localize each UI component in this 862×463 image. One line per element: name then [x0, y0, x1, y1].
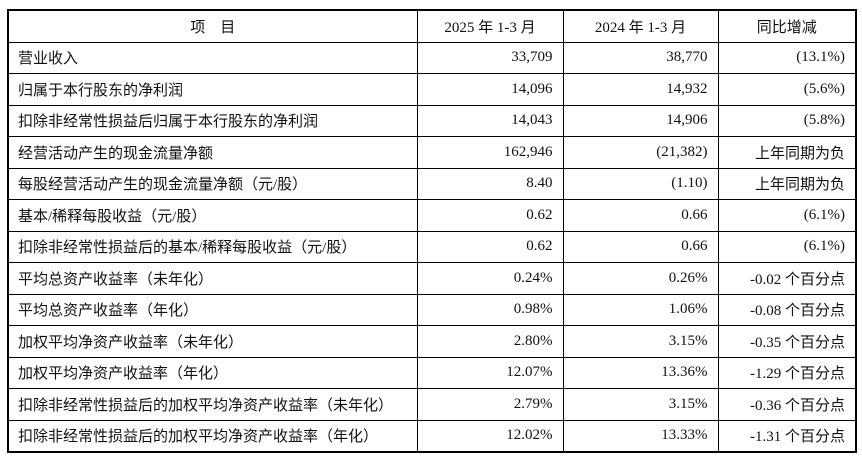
cell-2025: 0.62 [416, 230, 564, 263]
table-row: 平均总资产收益率（年化） 0.98% 1.06% -0.08 个百分点 [7, 293, 857, 326]
table-row: 平均总资产收益率（未年化） 0.24% 0.26% -0.02 个百分点 [7, 262, 857, 295]
cell-change: (6.1%) [717, 230, 857, 263]
cell-change: -0.08 个百分点 [717, 293, 857, 326]
cell-change: (5.6%) [717, 73, 857, 106]
cell-2025: 12.02% [416, 419, 564, 452]
cell-2024: (21,382) [562, 136, 719, 169]
cell-2025: 0.24% [416, 262, 564, 295]
cell-change: (6.1%) [717, 199, 857, 232]
table-row: 扣除非经常性损益后的加权平均净资产收益率（未年化） 2.79% 3.15% -0… [7, 388, 857, 421]
table-row: 每股经营活动产生的现金流量净额（元/股） 8.40 (1.10) 上年同期为负 [7, 167, 857, 200]
table-row: 扣除非经常性损益后的基本/稀释每股收益（元/股） 0.62 0.66 (6.1%… [7, 230, 857, 263]
cell-2025: 2.79% [416, 388, 564, 421]
cell-change: -0.35 个百分点 [717, 325, 857, 358]
cell-item: 归属于本行股东的净利润 [7, 73, 418, 106]
cell-2024: 3.15% [562, 388, 719, 421]
cell-2025: 0.98% [416, 293, 564, 326]
cell-item: 经营活动产生的现金流量净额 [7, 136, 418, 169]
cell-2024: 38,770 [562, 41, 719, 74]
financial-summary-table: 项 目 2025 年 1-3 月 2024 年 1-3 月 同比增减 营业收入 … [7, 9, 857, 453]
header-row: 项 目 2025 年 1-3 月 2024 年 1-3 月 同比增减 [7, 9, 857, 43]
cell-2024: 1.06% [562, 293, 719, 326]
header-period-2024: 2024 年 1-3 月 [562, 9, 719, 43]
cell-2024: 0.66 [562, 199, 719, 232]
cell-item: 扣除非经常性损益后归属于本行股东的净利润 [7, 104, 418, 137]
cell-2024: 14,906 [562, 104, 719, 137]
header-period-2025: 2025 年 1-3 月 [416, 9, 564, 43]
cell-item: 扣除非经常性损益后的加权平均净资产收益率（年化） [7, 419, 418, 452]
cell-item: 加权平均净资产收益率（年化） [7, 356, 418, 389]
cell-change: -1.31 个百分点 [717, 419, 857, 452]
document-page: 项 目 2025 年 1-3 月 2024 年 1-3 月 同比增减 营业收入 … [7, 9, 857, 453]
cell-item: 平均总资产收益率（年化） [7, 293, 418, 326]
cell-change: -1.29 个百分点 [717, 356, 857, 389]
cell-change: -0.36 个百分点 [717, 388, 857, 421]
header-item: 项 目 [7, 9, 418, 43]
header-yoy-change: 同比增减 [717, 9, 857, 43]
table-row: 扣除非经常性损益后的加权平均净资产收益率（年化） 12.02% 13.33% -… [7, 419, 857, 452]
cell-item: 平均总资产收益率（未年化） [7, 262, 418, 295]
cell-change: 上年同期为负 [717, 136, 857, 169]
cell-change: (5.8%) [717, 104, 857, 137]
table-row: 营业收入 33,709 38,770 (13.1%) [7, 41, 857, 74]
cell-2024: (1.10) [562, 167, 719, 200]
cell-2025: 162,946 [416, 136, 564, 169]
cell-2025: 12.07% [416, 356, 564, 389]
table-row: 归属于本行股东的净利润 14,096 14,932 (5.6%) [7, 73, 857, 106]
cell-2025: 0.62 [416, 199, 564, 232]
cell-2024: 14,932 [562, 73, 719, 106]
cell-2024: 13.36% [562, 356, 719, 389]
table-row: 加权平均净资产收益率（未年化） 2.80% 3.15% -0.35 个百分点 [7, 325, 857, 358]
table-row: 基本/稀释每股收益（元/股） 0.62 0.66 (6.1%) [7, 199, 857, 232]
cell-item: 营业收入 [7, 41, 418, 74]
cell-2024: 3.15% [562, 325, 719, 358]
table-row: 经营活动产生的现金流量净额 162,946 (21,382) 上年同期为负 [7, 136, 857, 169]
cell-2024: 0.66 [562, 230, 719, 263]
cell-2024: 0.26% [562, 262, 719, 295]
cell-item: 加权平均净资产收益率（未年化） [7, 325, 418, 358]
table-row: 加权平均净资产收益率（年化） 12.07% 13.36% -1.29 个百分点 [7, 356, 857, 389]
cell-item: 扣除非经常性损益后的基本/稀释每股收益（元/股） [7, 230, 418, 263]
cell-item: 基本/稀释每股收益（元/股） [7, 199, 418, 232]
cell-change: (13.1%) [717, 41, 857, 74]
table-row: 扣除非经常性损益后归属于本行股东的净利润 14,043 14,906 (5.8%… [7, 104, 857, 137]
cell-change: 上年同期为负 [717, 167, 857, 200]
cell-2025: 33,709 [416, 41, 564, 74]
cell-2024: 13.33% [562, 419, 719, 452]
cell-2025: 8.40 [416, 167, 564, 200]
cell-2025: 14,043 [416, 104, 564, 137]
cell-2025: 14,096 [416, 73, 564, 106]
cell-change: -0.02 个百分点 [717, 262, 857, 295]
cell-item: 每股经营活动产生的现金流量净额（元/股） [7, 167, 418, 200]
cell-item: 扣除非经常性损益后的加权平均净资产收益率（未年化） [7, 388, 418, 421]
cell-2025: 2.80% [416, 325, 564, 358]
